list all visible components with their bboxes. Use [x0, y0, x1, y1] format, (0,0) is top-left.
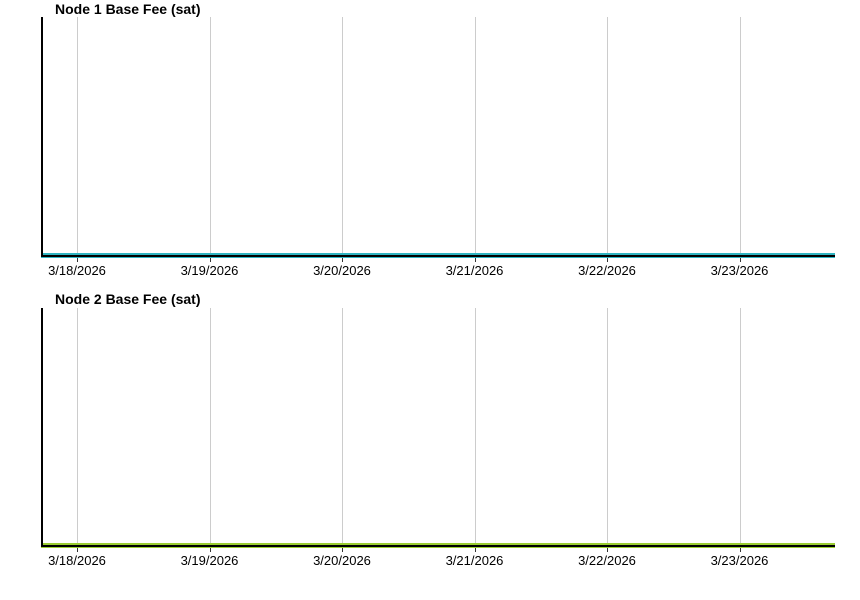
- vertical-gridline: [209, 308, 211, 547]
- vertical-gridline: [209, 17, 211, 257]
- x-axis-tick: [342, 257, 343, 262]
- plot-area-node1: 3/18/2026 3/19/2026 3/20/2026 3/21/2026 3/22…: [41, 17, 835, 278]
- x-axis-tick: [77, 547, 78, 552]
- vertical-gridline: [607, 17, 608, 257]
- x-axis-label: 3/20/2026: [313, 553, 371, 568]
- vertical-gridline: [607, 308, 608, 547]
- chart-title-node2: Node 2 Base Fee (sat): [55, 291, 201, 307]
- x-axis-label: 3/22/2026: [578, 553, 636, 568]
- plot-area-node2: 3/18/2026 3/19/2026 3/20/2026 3/21/2026 3/22…: [41, 308, 835, 568]
- x-axis-label: 3/18/2026: [48, 263, 106, 278]
- x-axis-tick: [209, 547, 211, 552]
- x-axis-label: 3/19/2026: [180, 553, 239, 568]
- vertical-gridline: [77, 17, 78, 257]
- vertical-gridline: [342, 308, 343, 547]
- vertical-gridline: [77, 308, 78, 547]
- x-axis-label: 3/20/2026: [313, 263, 371, 278]
- y-axis-line: [41, 308, 43, 547]
- vertical-gridline: [474, 308, 476, 547]
- y-axis-line: [41, 17, 43, 257]
- chart-title-node1: Node 1 Base Fee (sat): [55, 1, 201, 17]
- x-axis-tick: [607, 257, 608, 262]
- x-axis-line: [41, 255, 835, 257]
- vertical-gridline: [474, 17, 476, 257]
- x-axis-label: 3/23/2026: [710, 263, 769, 278]
- x-axis-tick: [474, 257, 476, 262]
- x-axis-label: 3/23/2026: [710, 553, 769, 568]
- x-axis-tick: [739, 257, 741, 262]
- x-axis-label: 3/21/2026: [445, 553, 504, 568]
- x-axis-tick: [474, 547, 476, 552]
- vertical-gridline: [342, 17, 343, 257]
- x-axis-tick: [739, 547, 741, 552]
- vertical-gridline: [739, 308, 741, 547]
- x-axis-line: [41, 545, 835, 547]
- vertical-gridline: [739, 17, 741, 257]
- x-axis-tick: [342, 547, 343, 552]
- x-axis-tick: [209, 257, 211, 262]
- x-axis-label: 3/21/2026: [445, 263, 504, 278]
- x-axis-label: 3/18/2026: [48, 553, 106, 568]
- x-axis-tick: [607, 547, 608, 552]
- x-axis-tick: [77, 257, 78, 262]
- x-axis-label: 3/19/2026: [180, 263, 239, 278]
- x-axis-label: 3/22/2026: [578, 263, 636, 278]
